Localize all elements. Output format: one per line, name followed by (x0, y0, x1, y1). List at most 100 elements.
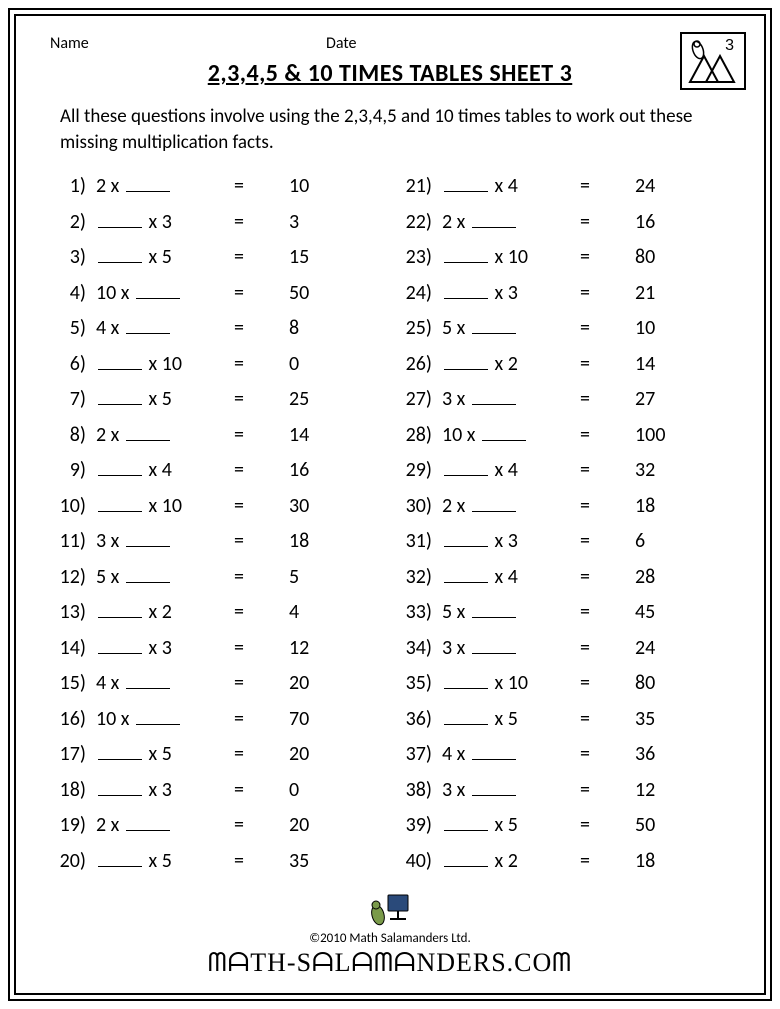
problem-expression: x 4 (442, 560, 580, 596)
salamander-logo-icon (366, 891, 414, 931)
equals-sign: = (580, 737, 626, 773)
triangles-icon (690, 56, 734, 82)
equals-sign: = (234, 595, 280, 631)
blank-field[interactable] (444, 246, 488, 263)
problem-expression: x 10 (442, 240, 580, 276)
equals-sign: = (234, 276, 280, 312)
equals-sign: = (234, 631, 280, 667)
problem-result: 100 (626, 418, 726, 454)
blank-field[interactable] (98, 637, 142, 654)
blank-field[interactable] (98, 495, 142, 512)
problem-result: 36 (626, 737, 726, 773)
blank-field[interactable] (444, 850, 488, 867)
problem-row: 2) x 3= 3 (54, 205, 380, 241)
problem-row: 24) x 3= 21 (400, 276, 726, 312)
blank-field[interactable] (98, 850, 142, 867)
equals-sign: = (580, 631, 626, 667)
blank-field[interactable] (444, 708, 488, 725)
problem-number: 10) (54, 489, 96, 525)
blank-field[interactable] (126, 424, 170, 441)
problem-result: 80 (626, 240, 726, 276)
problem-result: 35 (280, 844, 380, 880)
problem-number: 31) (400, 524, 442, 560)
blank-field[interactable] (98, 779, 142, 796)
problem-number: 15) (54, 666, 96, 702)
blank-field[interactable] (98, 246, 142, 263)
blank-field[interactable] (136, 282, 180, 299)
problems-column-right: 21) x 4= 2422)2 x = 1623) x 10= 8024) x … (400, 169, 726, 879)
problem-result: 50 (280, 276, 380, 312)
problem-row: 18) x 3= 0 (54, 773, 380, 809)
problem-number: 37) (400, 737, 442, 773)
blank-field[interactable] (126, 175, 170, 192)
blank-field[interactable] (472, 743, 516, 760)
blank-field[interactable] (444, 282, 488, 299)
problem-expression: x 10 (442, 666, 580, 702)
blank-field[interactable] (126, 672, 170, 689)
problem-row: 19)2 x = 20 (54, 808, 380, 844)
blank-field[interactable] (444, 175, 488, 192)
copyright-text: ©2010 Math Salamanders Ltd. (16, 931, 764, 946)
problem-expression: 2 x (442, 489, 580, 525)
blank-field[interactable] (472, 637, 516, 654)
problem-result: 28 (626, 560, 726, 596)
problem-row: 7) x 5= 25 (54, 382, 380, 418)
problem-number: 36) (400, 702, 442, 738)
blank-field[interactable] (472, 779, 516, 796)
blank-field[interactable] (444, 530, 488, 547)
problem-expression: x 4 (442, 169, 580, 205)
problem-result: 32 (626, 453, 726, 489)
problem-result: 35 (626, 702, 726, 738)
blank-field[interactable] (444, 672, 488, 689)
equals-sign: = (234, 240, 280, 276)
problem-row: 22)2 x = 16 (400, 205, 726, 241)
blank-field[interactable] (98, 353, 142, 370)
salamander-icon (690, 40, 706, 60)
problem-result: 8 (280, 311, 380, 347)
equals-sign: = (580, 205, 626, 241)
blank-field[interactable] (126, 814, 170, 831)
problem-number: 29) (400, 453, 442, 489)
problem-row: 23) x 10= 80 (400, 240, 726, 276)
blank-field[interactable] (472, 317, 516, 334)
blank-field[interactable] (98, 388, 142, 405)
blank-field[interactable] (126, 530, 170, 547)
problem-row: 11)3 x = 18 (54, 524, 380, 560)
blank-field[interactable] (482, 424, 526, 441)
problem-number: 35) (400, 666, 442, 702)
blank-field[interactable] (444, 566, 488, 583)
equals-sign: = (580, 595, 626, 631)
blank-field[interactable] (98, 211, 142, 228)
blank-field[interactable] (472, 495, 516, 512)
equals-sign: = (580, 808, 626, 844)
blank-field[interactable] (472, 388, 516, 405)
problem-result: 45 (626, 595, 726, 631)
problem-number: 40) (400, 844, 442, 880)
problem-result: 0 (280, 773, 380, 809)
problem-row: 12)5 x = 5 (54, 560, 380, 596)
problem-expression: x 2 (96, 595, 234, 631)
equals-sign: = (234, 311, 280, 347)
blank-field[interactable] (136, 708, 180, 725)
problem-number: 7) (54, 382, 96, 418)
date-label: Date (326, 34, 730, 53)
blank-field[interactable] (444, 459, 488, 476)
blank-field[interactable] (472, 211, 516, 228)
problem-expression: x 4 (96, 453, 234, 489)
blank-field[interactable] (98, 743, 142, 760)
problem-result: 18 (626, 844, 726, 880)
blank-field[interactable] (98, 459, 142, 476)
blank-field[interactable] (126, 566, 170, 583)
problem-result: 30 (280, 489, 380, 525)
problem-expression: 10 x (96, 702, 234, 738)
problem-number: 11) (54, 524, 96, 560)
blank-field[interactable] (444, 353, 488, 370)
blank-field[interactable] (126, 317, 170, 334)
blank-field[interactable] (472, 601, 516, 618)
instructions: All these questions involve using the 2,… (60, 104, 720, 155)
blank-field[interactable] (98, 601, 142, 618)
problem-number: 2) (54, 205, 96, 241)
problem-result: 80 (626, 666, 726, 702)
problem-number: 32) (400, 560, 442, 596)
blank-field[interactable] (444, 814, 488, 831)
